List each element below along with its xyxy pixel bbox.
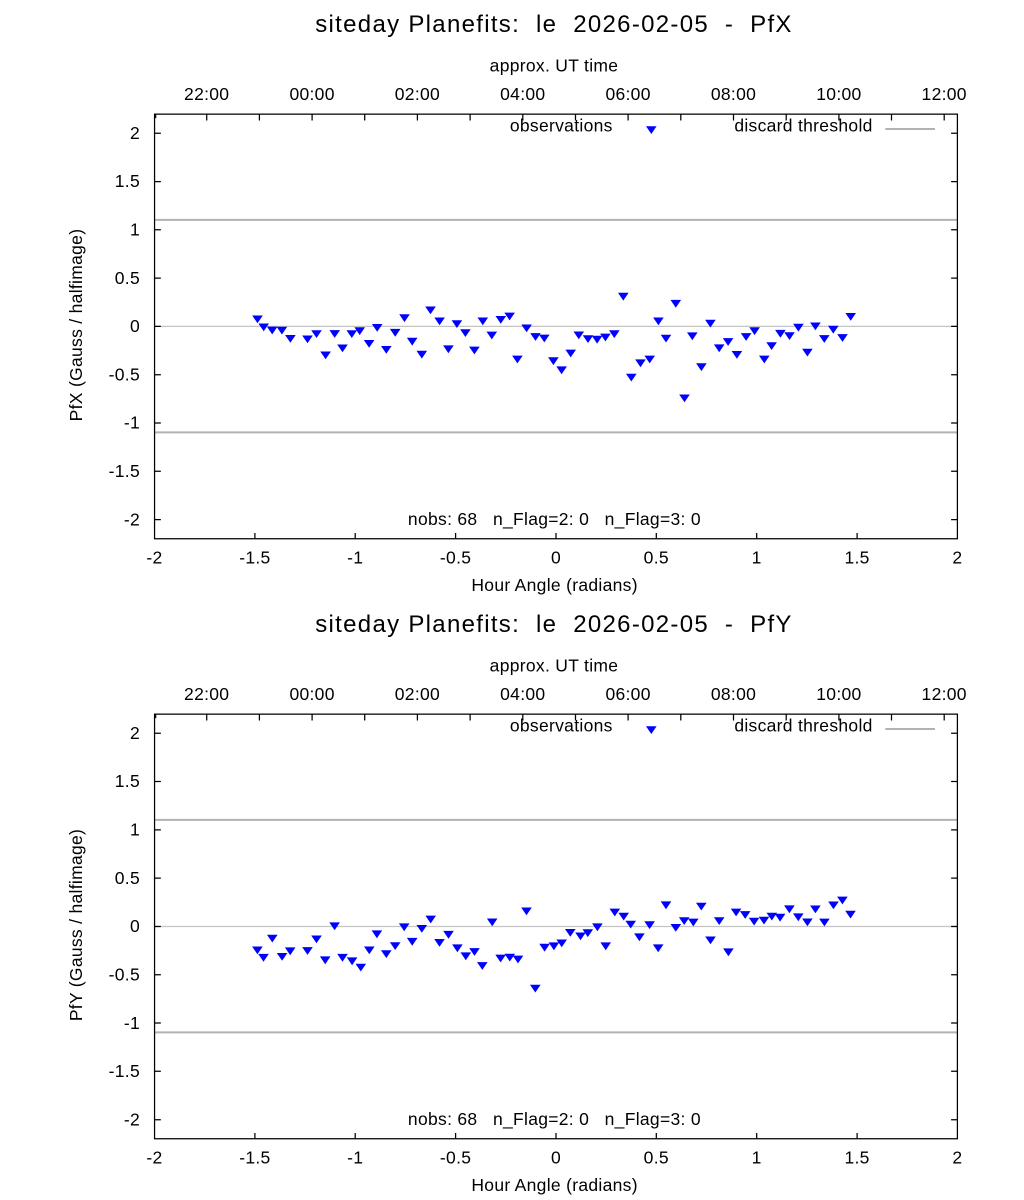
svg-text:00:00: 00:00 [289, 84, 334, 104]
svg-text:-0.5: -0.5 [440, 548, 471, 568]
svg-text:-1.5: -1.5 [109, 1061, 140, 1081]
svg-text:Hour Angle (radians): Hour Angle (radians) [471, 575, 638, 595]
svg-text:06:00: 06:00 [605, 84, 650, 104]
svg-text:observations: observations [510, 716, 613, 736]
svg-text:approx. UT time: approx. UT time [490, 56, 619, 76]
svg-text:Hour Angle (radians): Hour Angle (radians) [471, 1175, 638, 1195]
svg-text:04:00: 04:00 [500, 84, 545, 104]
svg-text:-2: -2 [146, 548, 162, 568]
svg-text:10:00: 10:00 [816, 84, 861, 104]
svg-text:12:00: 12:00 [922, 684, 967, 704]
svg-text:-1: -1 [347, 1148, 363, 1168]
svg-text:0: 0 [551, 548, 561, 568]
svg-text:00:00: 00:00 [289, 684, 334, 704]
svg-text:PfX (Gauss / halfimage): PfX (Gauss / halfimage) [66, 229, 86, 422]
svg-text:-2: -2 [146, 1148, 162, 1168]
svg-text:-0.5: -0.5 [440, 1148, 471, 1168]
svg-text:22:00: 22:00 [184, 684, 229, 704]
svg-text:2: 2 [952, 1148, 962, 1168]
svg-text:1: 1 [752, 548, 762, 568]
svg-text:1.5: 1.5 [115, 171, 140, 191]
svg-text:1: 1 [130, 220, 140, 240]
svg-text:04:00: 04:00 [500, 684, 545, 704]
svg-text:0.5: 0.5 [115, 868, 140, 888]
svg-text:0: 0 [130, 916, 140, 936]
svg-text:0.5: 0.5 [644, 1148, 669, 1168]
svg-text:-2: -2 [124, 509, 140, 529]
svg-text:08:00: 08:00 [711, 684, 756, 704]
svg-text:nobs: 68 n_Flag=2: 0 n_Fla: nobs: 68 n_Flag=2: 0 n_Flag=3: 0 [408, 509, 701, 530]
svg-text:1: 1 [130, 820, 140, 840]
svg-text:-0.5: -0.5 [109, 364, 140, 384]
svg-text:discard threshold: discard threshold [734, 716, 872, 736]
svg-text:-1: -1 [347, 548, 363, 568]
svg-text:1: 1 [752, 1148, 762, 1168]
svg-text:02:00: 02:00 [395, 684, 440, 704]
svg-text:-1: -1 [124, 413, 140, 433]
svg-text:-1.5: -1.5 [109, 461, 140, 481]
svg-text:08:00: 08:00 [711, 84, 756, 104]
svg-text:-1.5: -1.5 [239, 548, 270, 568]
svg-text:0.5: 0.5 [644, 548, 669, 568]
svg-text:2: 2 [952, 548, 962, 568]
svg-text:siteday Planefits: le 2026-0: siteday Planefits: le 2026-02-05 - PfX [315, 11, 793, 38]
svg-text:PfY (Gauss / halfimage): PfY (Gauss / halfimage) [66, 829, 86, 1021]
svg-text:observations: observations [510, 116, 613, 136]
svg-text:10:00: 10:00 [816, 684, 861, 704]
svg-text:-0.5: -0.5 [109, 965, 140, 985]
svg-text:12:00: 12:00 [922, 84, 967, 104]
svg-text:1.5: 1.5 [115, 771, 140, 791]
svg-text:2: 2 [130, 123, 140, 143]
svg-text:approx. UT time: approx. UT time [490, 656, 619, 676]
svg-text:0: 0 [551, 1148, 561, 1168]
svg-text:discard threshold: discard threshold [734, 116, 872, 136]
svg-text:02:00: 02:00 [395, 84, 440, 104]
svg-text:-2: -2 [124, 1109, 140, 1129]
svg-text:siteday Planefits: le 2026-0: siteday Planefits: le 2026-02-05 - PfY [315, 611, 793, 638]
svg-text:22:00: 22:00 [184, 84, 229, 104]
svg-text:0: 0 [130, 316, 140, 336]
svg-text:1.5: 1.5 [844, 1148, 869, 1168]
svg-text:-1: -1 [124, 1013, 140, 1033]
svg-text:1.5: 1.5 [844, 548, 869, 568]
svg-text:06:00: 06:00 [605, 684, 650, 704]
svg-text:-1.5: -1.5 [239, 1148, 270, 1168]
svg-text:nobs: 68 n_Flag=2: 0 n_Fla: nobs: 68 n_Flag=2: 0 n_Flag=3: 0 [408, 1109, 701, 1130]
svg-text:2: 2 [130, 723, 140, 743]
svg-text:0.5: 0.5 [115, 268, 140, 288]
